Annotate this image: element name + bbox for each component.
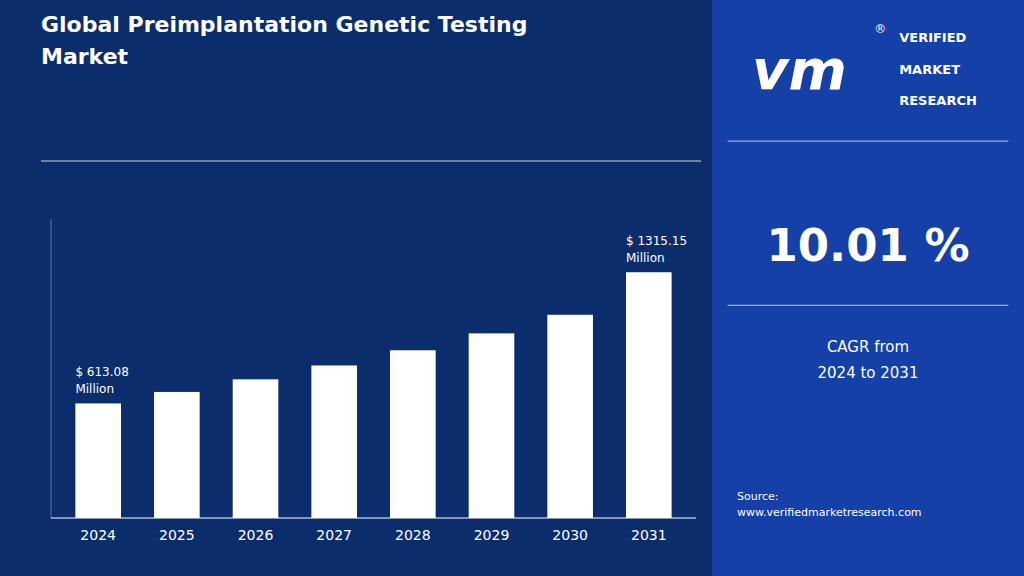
panel-rule	[728, 141, 1009, 142]
x-tick-label: 2025	[159, 527, 195, 543]
bar	[311, 365, 357, 518]
logo-word-line: MARKET	[899, 62, 960, 77]
source-note: Source: www.verifiedmarketresearch.com	[737, 490, 922, 519]
cagr-value: 10.01 %	[766, 219, 969, 272]
cagr-caption-line: CAGR from	[827, 338, 909, 356]
logo-mark: vm	[752, 37, 847, 102]
bars	[75, 272, 671, 518]
x-tick-label: 2029	[474, 527, 510, 543]
logo-word: MARKET	[899, 62, 960, 77]
bar	[154, 392, 200, 518]
data-label: $ 1315.15 Million	[626, 234, 687, 265]
data-label-line: Million	[626, 251, 665, 265]
cagr-caption: CAGR from 2024 to 2031	[818, 338, 919, 382]
data-label: $ 613.08 Million	[75, 365, 128, 396]
bar	[547, 315, 593, 518]
title-rule	[41, 160, 701, 161]
bar	[75, 403, 121, 518]
data-label-line: $ 613.08	[75, 365, 128, 379]
bar	[233, 379, 279, 518]
title-line: Market	[41, 44, 129, 69]
y-axis-line	[51, 219, 52, 518]
cagr-value-line: 10.01 %	[766, 219, 969, 272]
bar	[390, 350, 436, 518]
x-axis-line	[51, 518, 696, 519]
data-label-line: Million	[75, 382, 114, 396]
panel-rule	[728, 305, 1009, 306]
logo-word: RESEARCH	[899, 93, 977, 108]
logo-word-line: VERIFIED	[899, 30, 966, 45]
background	[0, 0, 1024, 576]
source-note-line: Source:	[737, 490, 779, 503]
x-tick-label: 2028	[395, 527, 431, 543]
data-label-line: $ 1315.15	[626, 234, 687, 248]
logo-mark-line: vm	[752, 37, 847, 102]
title-line: Global Preimplantation Genetic Testing	[41, 12, 527, 37]
source-note-line: www.verifiedmarketresearch.com	[737, 506, 922, 519]
logo-registered-line: ®	[874, 22, 886, 36]
side-panel	[712, 0, 1024, 576]
cagr-caption-line: 2024 to 2031	[818, 364, 919, 382]
x-tick-label: 2031	[631, 527, 667, 543]
bar	[626, 272, 672, 518]
logo-word-line: RESEARCH	[899, 93, 977, 108]
x-tick-label: 2030	[552, 527, 588, 543]
chart-container: Global Preimplantation Genetic Testing Ma…	[0, 0, 1024, 576]
logo-word: VERIFIED	[899, 30, 966, 45]
bar	[469, 333, 515, 518]
title: Global Preimplantation Genetic Testing Ma…	[41, 12, 527, 69]
logo-registered: ®	[874, 22, 886, 36]
chart-svg: Global Preimplantation Genetic Testing Ma…	[0, 0, 1024, 576]
x-tick-label: 2024	[80, 527, 116, 543]
x-tick-label: 2026	[238, 527, 274, 543]
x-tick-label: 2027	[316, 527, 352, 543]
